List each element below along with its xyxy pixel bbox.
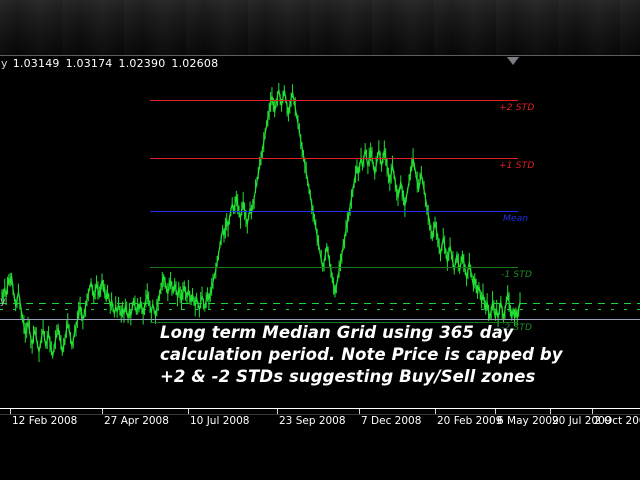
left-edge-price-tag: y <box>0 296 6 307</box>
axis-tick-label: 6 May 2009 <box>497 415 559 427</box>
axis-tick <box>102 409 103 414</box>
band-line-mean <box>150 211 518 212</box>
axis-tick-label: 2 Oct 2009 <box>594 415 640 427</box>
annotation-line-3: +2 & -2 STDs suggesting Buy/Sell zones <box>160 367 536 386</box>
axis-tick <box>435 409 436 414</box>
band-label-plus1std: +1 STD <box>499 161 535 171</box>
band-line-plus1std <box>150 158 518 159</box>
symbol-label: y <box>1 57 8 70</box>
axis-tick-label: 20 Jul 2009 <box>552 415 612 427</box>
axis-baseline-shadow <box>0 414 640 415</box>
band-line-minus2std <box>150 322 518 323</box>
axis-baseline <box>0 408 640 409</box>
axis-tick-label: 20 Feb 2009 <box>437 415 503 427</box>
x-axis: 12 Feb 2008 27 Apr 2008 10 Jul 2008 23 Sep … <box>0 408 640 480</box>
quote-price-2: 1.03174 <box>65 57 113 70</box>
axis-tick <box>10 409 11 414</box>
axis-tick-label: 7 Dec 2008 <box>361 415 422 427</box>
band-line-minus1std <box>150 267 518 268</box>
band-line-plus2std <box>150 100 518 101</box>
axis-tick <box>550 409 551 414</box>
axis-tick <box>359 409 360 414</box>
chrome-divider <box>0 55 640 56</box>
axis-tick <box>188 409 189 414</box>
annotation-line-1: Long term Median Grid using 365 day <box>160 323 514 342</box>
price-grid-dashed-lower <box>0 309 640 310</box>
band-label-minus2std: -2 STD <box>501 323 533 333</box>
price-line <box>1 89 521 357</box>
axis-tick <box>495 409 496 414</box>
price-bars <box>1 82 521 362</box>
window-chrome <box>0 0 640 56</box>
axis-tick <box>592 409 593 414</box>
chart-cursor-marker-icon <box>507 57 519 65</box>
quote-price-4: 1.02608 <box>171 57 219 70</box>
chrome-texture <box>0 0 640 56</box>
axis-tick-label: 23 Sep 2008 <box>279 415 346 427</box>
annotation-line-2: calculation period. Note Price is capped… <box>160 345 563 364</box>
quote-price-3: 1.02390 <box>118 57 166 70</box>
band-label-mean: Mean <box>503 214 529 224</box>
chart-plot-area[interactable] <box>0 56 640 408</box>
chart-annotation: Long term Median Grid using 365 day calc… <box>160 322 630 388</box>
axis-tick <box>277 409 278 414</box>
quote-readout: y 1.03149 1.03174 1.02390 1.02608 <box>0 57 640 72</box>
axis-tick-label: 10 Jul 2008 <box>190 415 250 427</box>
price-grid-dashed-upper <box>0 303 640 304</box>
quote-price-1: 1.03149 <box>12 57 60 70</box>
band-label-minus1std: -1 STD <box>501 270 533 280</box>
price-grid-lavender-line <box>0 319 640 320</box>
axis-tick-label: 27 Apr 2008 <box>104 415 169 427</box>
axis-tick-label: 12 Feb 2008 <box>12 415 78 427</box>
band-label-plus2std: +2 STD <box>499 103 535 113</box>
